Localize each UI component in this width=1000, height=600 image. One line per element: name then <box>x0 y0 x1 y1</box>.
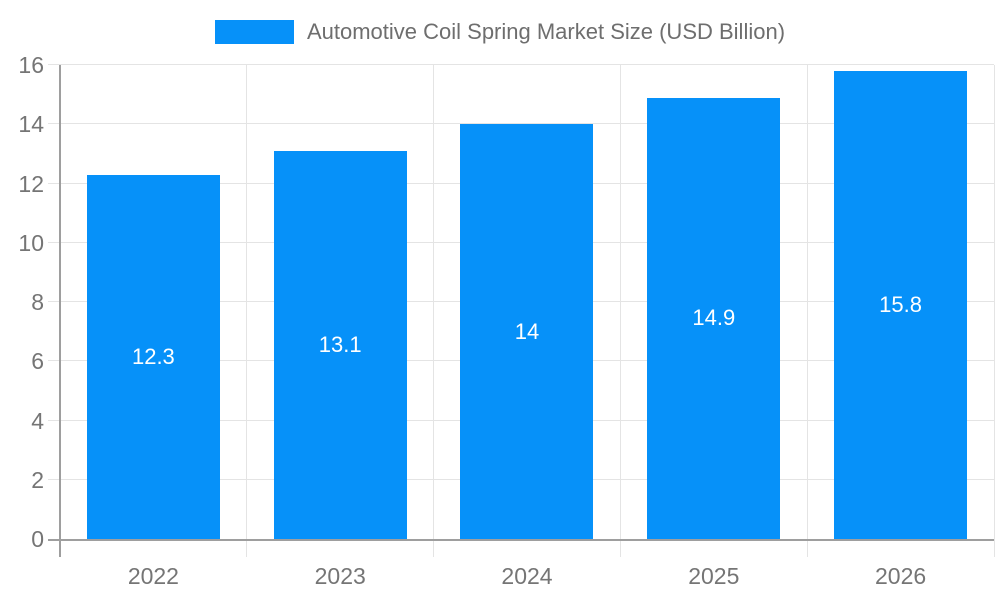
x-axis-line <box>48 539 994 541</box>
y-gridline <box>48 123 994 125</box>
x-tick-label: 2022 <box>127 563 179 589</box>
legend: Automotive Coil Spring Market Size (USD … <box>0 17 1000 47</box>
y-tick-label: 8 <box>31 289 44 315</box>
legend-label: Automotive Coil Spring Market Size (USD … <box>306 19 786 44</box>
bar-2024 <box>460 124 594 539</box>
x-tick-label: 2024 <box>501 563 553 589</box>
x-gridline <box>433 65 435 557</box>
bar-value-label: 13.1 <box>318 331 362 357</box>
bar-value-label: 14.9 <box>692 305 736 331</box>
bar-value-label: 15.8 <box>879 291 922 317</box>
legend-swatch <box>214 20 294 44</box>
bar-value-label: 14 <box>514 318 540 344</box>
y-tick-label: 6 <box>31 348 44 375</box>
y-tick-label: 10 <box>18 229 44 256</box>
x-tick-label: 2023 <box>314 563 366 589</box>
bar-2023 <box>273 150 407 539</box>
bar-2025 <box>647 97 781 539</box>
x-gridline <box>246 65 248 557</box>
x-gridline <box>619 65 621 557</box>
bar-2022 <box>86 174 220 539</box>
x-tick-label: 2025 <box>688 563 740 589</box>
x-gridline <box>993 65 995 557</box>
y-tick-label: 2 <box>31 466 44 493</box>
x-gridline <box>806 65 808 557</box>
y-tick-label: 12 <box>18 170 44 197</box>
bar-2026 <box>834 70 968 539</box>
y-tick-label: 14 <box>18 111 44 138</box>
x-tick-label: 2026 <box>875 563 927 589</box>
y-tick-label: 16 <box>18 52 44 78</box>
bar-value-label: 12.3 <box>131 343 175 369</box>
y-axis-line <box>59 65 61 557</box>
y-tick-label: 4 <box>31 407 44 434</box>
y-tick-label: 0 <box>31 526 44 552</box>
y-gridline <box>48 64 994 65</box>
